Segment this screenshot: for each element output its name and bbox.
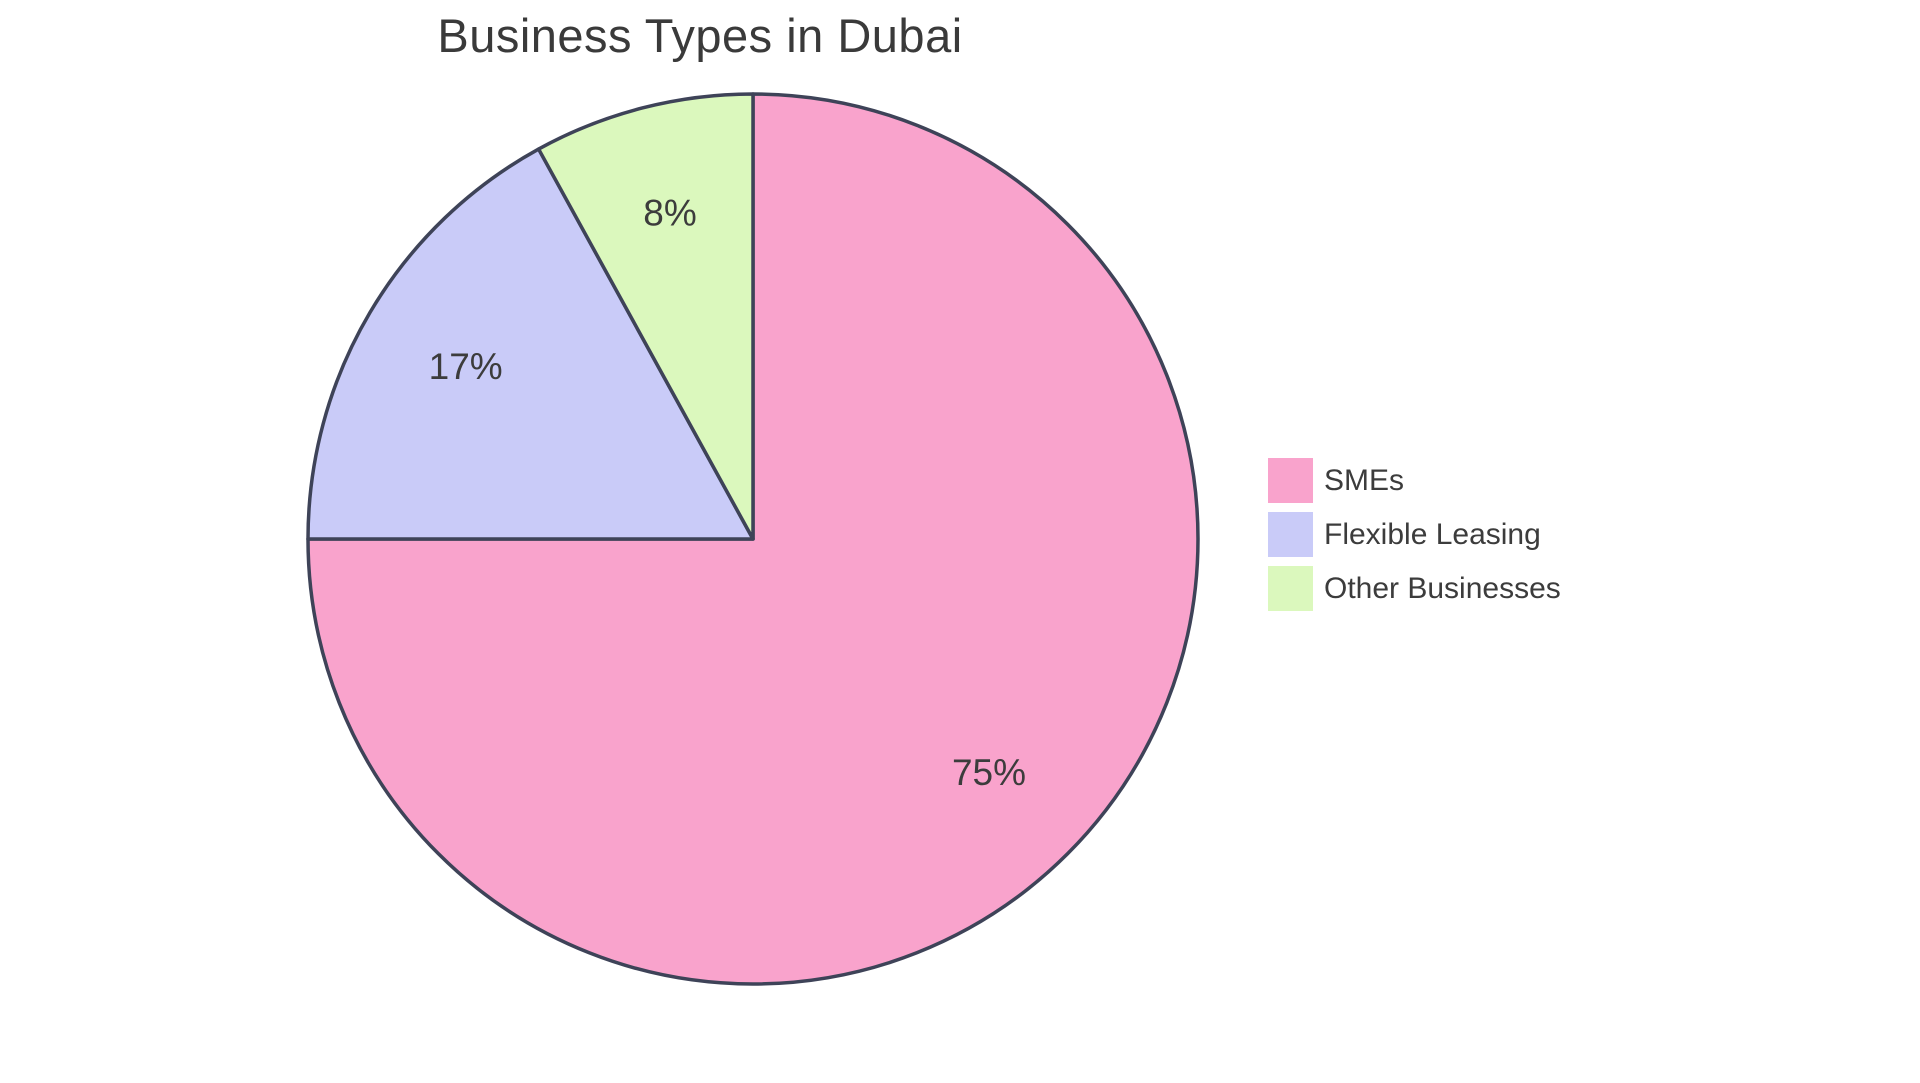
legend-label-smes: SMEs: [1324, 463, 1405, 497]
legend-item-smes[interactable]: SMEs: [1268, 458, 1561, 503]
pie-label-smes: 75%: [952, 752, 1026, 793]
pie-slice-other-businesses[interactable]: [536, 92, 755, 541]
legend-swatch-other-businesses: [1268, 566, 1313, 611]
legend: SMEs Flexible Leasing Other Businesses: [1268, 458, 1561, 611]
legend-label-other-businesses: Other Businesses: [1324, 571, 1561, 605]
chart-title: Business Types in Dubai: [437, 9, 963, 62]
pie-slice-flexible-leasing[interactable]: [306, 147, 755, 541]
pie-label-other-businesses: 8%: [643, 192, 696, 233]
legend-swatch-flexible-leasing: [1268, 512, 1313, 557]
legend-item-flexible-leasing[interactable]: Flexible Leasing: [1268, 512, 1561, 557]
legend-swatch-smes: [1268, 458, 1313, 503]
legend-item-other-businesses[interactable]: Other Businesses: [1268, 566, 1561, 611]
legend-label-flexible-leasing: Flexible Leasing: [1324, 517, 1541, 551]
pie-label-flexible-leasing: 17%: [429, 346, 503, 387]
